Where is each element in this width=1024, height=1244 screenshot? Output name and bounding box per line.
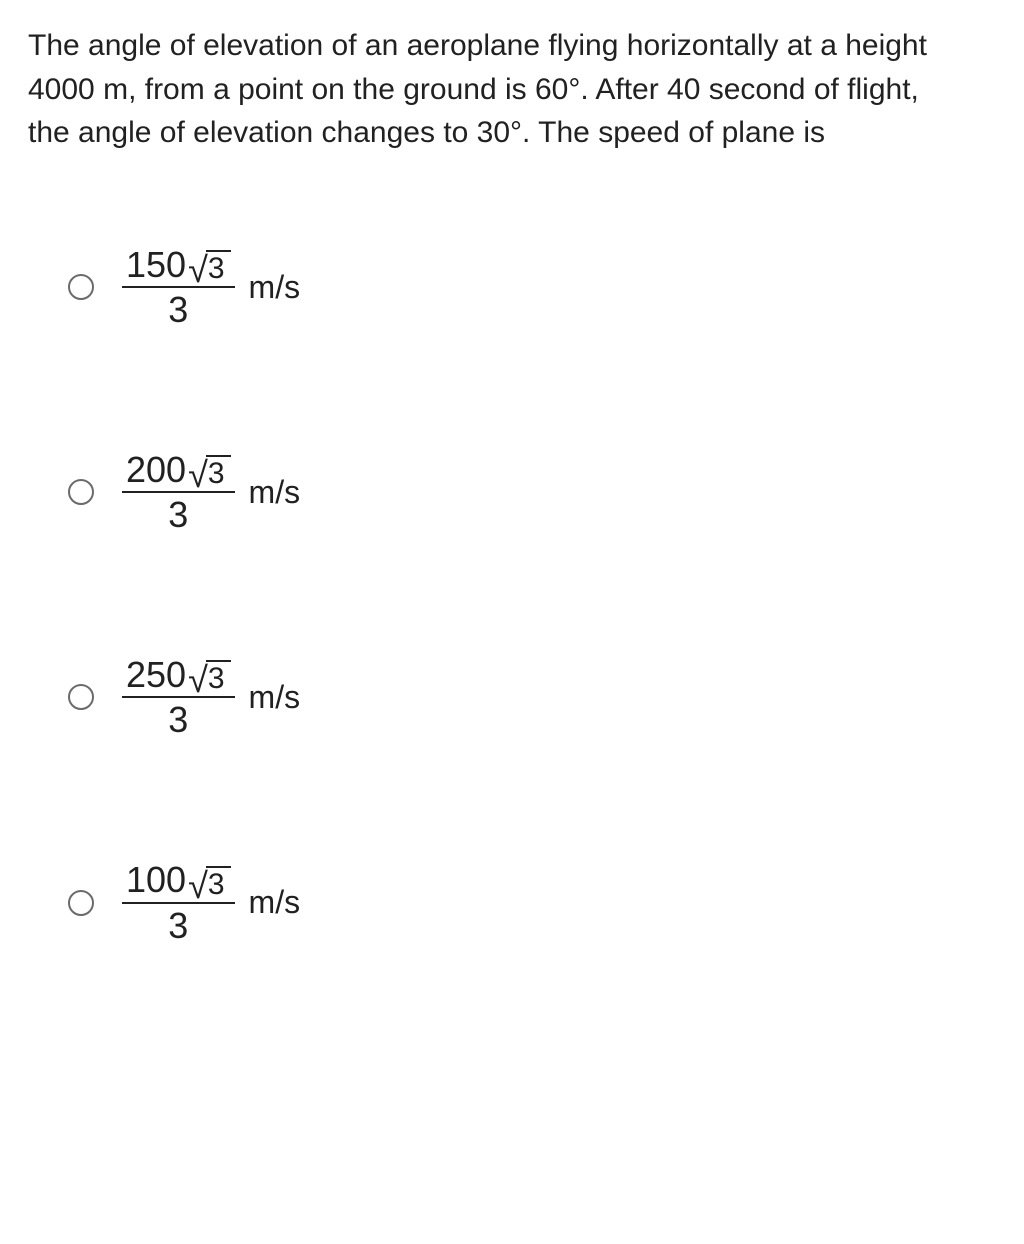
coefficient: 150 [126,245,186,285]
option-2[interactable]: 200 √ 3 3 m/s [68,450,996,535]
option-math: 200 √ 3 3 m/s [122,450,300,535]
unit-label: m/s [249,884,301,921]
surd-icon: √ [188,662,208,698]
fraction: 100 √ 3 3 [122,860,235,945]
numerator: 200 √ 3 [122,450,235,494]
radio-icon[interactable] [68,274,94,300]
option-1[interactable]: 150 √ 3 3 m/s [68,245,996,330]
option-math: 250 √ 3 3 m/s [122,655,300,740]
radicand: 3 [206,660,231,694]
radicand: 3 [206,455,231,489]
surd-icon: √ [188,457,208,493]
numerator: 100 √ 3 [122,860,235,904]
denominator: 3 [168,288,188,330]
radicand: 3 [206,250,231,284]
radical: √ 3 [188,453,230,489]
radio-icon[interactable] [68,479,94,505]
option-4[interactable]: 100 √ 3 3 m/s [68,860,996,945]
fraction: 250 √ 3 3 [122,655,235,740]
radio-icon[interactable] [68,684,94,710]
radical: √ 3 [188,658,230,694]
denominator: 3 [168,493,188,535]
denominator: 3 [168,698,188,740]
unit-label: m/s [249,474,301,511]
surd-icon: √ [188,868,208,904]
denominator: 3 [168,904,188,946]
unit-label: m/s [249,679,301,716]
radical: √ 3 [188,248,230,284]
option-3[interactable]: 250 √ 3 3 m/s [68,655,996,740]
coefficient: 100 [126,860,186,900]
fraction: 200 √ 3 3 [122,450,235,535]
surd-icon: √ [188,252,208,288]
options-container: 150 √ 3 3 m/s 200 √ 3 [28,245,996,946]
coefficient: 200 [126,450,186,490]
radio-icon[interactable] [68,890,94,916]
question-text: The angle of elevation of an aeroplane f… [28,24,968,155]
option-math: 150 √ 3 3 m/s [122,245,300,330]
radicand: 3 [206,866,231,900]
unit-label: m/s [249,269,301,306]
fraction: 150 √ 3 3 [122,245,235,330]
numerator: 250 √ 3 [122,655,235,699]
coefficient: 250 [126,655,186,695]
radical: √ 3 [188,864,230,900]
numerator: 150 √ 3 [122,245,235,289]
option-math: 100 √ 3 3 m/s [122,860,300,945]
